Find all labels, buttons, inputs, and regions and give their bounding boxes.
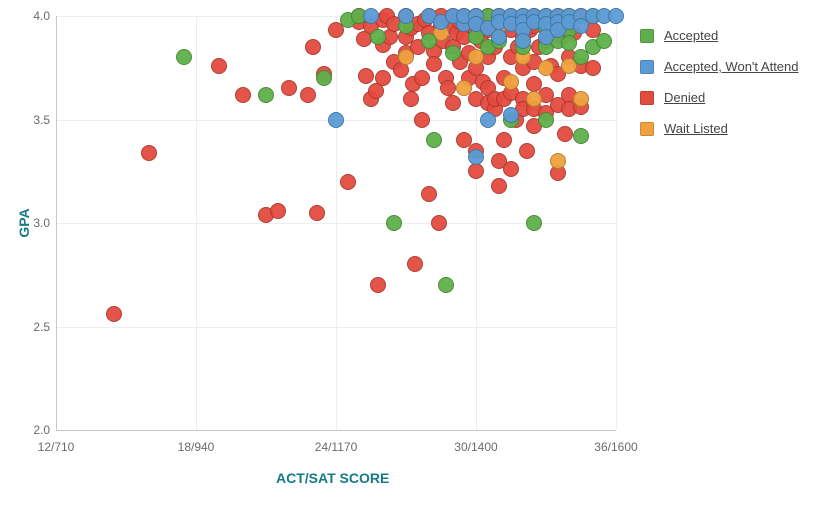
data-point-accepted_na[interactable] xyxy=(468,149,484,165)
data-point-wait[interactable] xyxy=(503,74,519,90)
y-axis-line xyxy=(56,16,57,430)
chart-container: GPA ACT/SAT SCORE Accepted Accepted, Won… xyxy=(0,0,813,516)
y-tick-label: 3.0 xyxy=(26,216,50,230)
y-tick-label: 4.0 xyxy=(26,9,50,23)
data-point-accepted[interactable] xyxy=(258,87,274,103)
data-point-wait[interactable] xyxy=(398,49,414,65)
x-gridline xyxy=(616,16,617,430)
data-point-denied[interactable] xyxy=(496,132,512,148)
data-point-accepted[interactable] xyxy=(316,70,332,86)
data-point-denied[interactable] xyxy=(305,39,321,55)
x-tick-label: 30/1400 xyxy=(454,440,497,454)
legend-label-accepted-na: Accepted, Won't Attend xyxy=(664,59,799,74)
data-point-denied[interactable] xyxy=(309,205,325,221)
legend-label-accepted: Accepted xyxy=(664,28,718,43)
legend-item-accepted-na[interactable]: Accepted, Won't Attend xyxy=(640,59,799,74)
data-point-denied[interactable] xyxy=(211,58,227,74)
data-point-denied[interactable] xyxy=(414,112,430,128)
data-point-wait[interactable] xyxy=(538,60,554,76)
x-tick-label: 24/1170 xyxy=(315,440,358,454)
data-point-denied[interactable] xyxy=(340,174,356,190)
y-tick-label: 2.5 xyxy=(26,320,50,334)
legend-swatch-accepted-na xyxy=(640,60,654,74)
data-point-accepted[interactable] xyxy=(421,33,437,49)
data-point-accepted[interactable] xyxy=(426,132,442,148)
legend: Accepted Accepted, Won't Attend Denied W… xyxy=(640,28,799,152)
data-point-denied[interactable] xyxy=(281,80,297,96)
data-point-accepted_na[interactable] xyxy=(328,112,344,128)
data-point-denied[interactable] xyxy=(503,161,519,177)
data-point-wait[interactable] xyxy=(456,80,472,96)
data-point-denied[interactable] xyxy=(519,143,535,159)
legend-item-denied[interactable]: Denied xyxy=(640,90,799,105)
data-point-wait[interactable] xyxy=(526,91,542,107)
x-tick-label: 36/1600 xyxy=(594,440,637,454)
data-point-denied[interactable] xyxy=(270,203,286,219)
x-axis-line xyxy=(56,430,616,431)
legend-label-wait: Wait Listed xyxy=(664,121,728,136)
data-point-accepted[interactable] xyxy=(370,29,386,45)
data-point-denied[interactable] xyxy=(414,70,430,86)
data-point-accepted_na[interactable] xyxy=(398,8,414,24)
data-point-accepted_na[interactable] xyxy=(491,29,507,45)
data-point-accepted[interactable] xyxy=(176,49,192,65)
legend-swatch-denied xyxy=(640,91,654,105)
data-point-denied[interactable] xyxy=(106,306,122,322)
data-point-denied[interactable] xyxy=(407,256,423,272)
data-point-accepted[interactable] xyxy=(561,35,577,51)
data-point-denied[interactable] xyxy=(445,95,461,111)
legend-item-accepted[interactable]: Accepted xyxy=(640,28,799,43)
data-point-accepted[interactable] xyxy=(445,45,461,61)
data-point-accepted_na[interactable] xyxy=(480,112,496,128)
data-point-accepted_na[interactable] xyxy=(515,33,531,49)
data-point-accepted_na[interactable] xyxy=(363,8,379,24)
data-point-denied[interactable] xyxy=(141,145,157,161)
x-tick-label: 18/940 xyxy=(178,440,215,454)
data-point-denied[interactable] xyxy=(421,186,437,202)
x-tick-label: 12/710 xyxy=(38,440,75,454)
y-gridline xyxy=(56,327,616,328)
data-point-denied[interactable] xyxy=(358,68,374,84)
legend-label-denied: Denied xyxy=(664,90,705,105)
data-point-denied[interactable] xyxy=(235,87,251,103)
data-point-denied[interactable] xyxy=(491,178,507,194)
data-point-accepted[interactable] xyxy=(438,277,454,293)
data-point-denied[interactable] xyxy=(468,163,484,179)
data-point-denied[interactable] xyxy=(431,215,447,231)
plot-area xyxy=(56,16,616,430)
y-tick-label: 3.5 xyxy=(26,113,50,127)
data-point-denied[interactable] xyxy=(375,70,391,86)
data-point-accepted[interactable] xyxy=(538,112,554,128)
data-point-denied[interactable] xyxy=(557,126,573,142)
x-axis-title: ACT/SAT SCORE xyxy=(276,470,389,486)
data-point-wait[interactable] xyxy=(550,153,566,169)
data-point-accepted[interactable] xyxy=(596,33,612,49)
data-point-accepted_na[interactable] xyxy=(608,8,624,24)
legend-item-wait[interactable]: Wait Listed xyxy=(640,121,799,136)
data-point-accepted[interactable] xyxy=(573,128,589,144)
y-tick-label: 2.0 xyxy=(26,423,50,437)
data-point-denied[interactable] xyxy=(426,56,442,72)
data-point-denied[interactable] xyxy=(403,91,419,107)
legend-swatch-accepted xyxy=(640,29,654,43)
data-point-wait[interactable] xyxy=(573,91,589,107)
data-point-accepted[interactable] xyxy=(526,215,542,231)
data-point-denied[interactable] xyxy=(370,277,386,293)
data-point-denied[interactable] xyxy=(300,87,316,103)
legend-swatch-wait xyxy=(640,122,654,136)
data-point-accepted_na[interactable] xyxy=(503,107,519,123)
data-point-accepted[interactable] xyxy=(386,215,402,231)
